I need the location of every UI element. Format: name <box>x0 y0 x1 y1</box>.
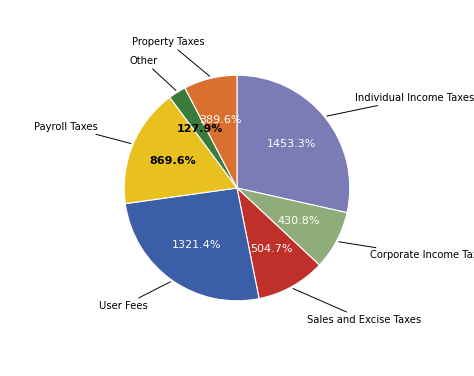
Text: 1453.3%: 1453.3% <box>267 139 316 149</box>
Wedge shape <box>237 75 350 213</box>
Text: Payroll Taxes: Payroll Taxes <box>35 121 131 144</box>
Text: 389.6%: 389.6% <box>199 115 242 125</box>
Wedge shape <box>125 188 259 301</box>
Text: Individual Income Taxes: Individual Income Taxes <box>327 93 474 116</box>
Text: Corporate Income Tax: Corporate Income Tax <box>339 242 474 261</box>
Text: 127.9%: 127.9% <box>177 124 223 134</box>
Wedge shape <box>237 188 319 299</box>
Text: 504.7%: 504.7% <box>250 244 292 254</box>
Text: 869.6%: 869.6% <box>149 156 196 166</box>
Wedge shape <box>170 88 237 188</box>
Text: Property Taxes: Property Taxes <box>132 37 210 76</box>
Wedge shape <box>124 97 237 204</box>
Text: Other: Other <box>130 56 176 91</box>
Wedge shape <box>185 75 237 188</box>
Text: 430.8%: 430.8% <box>278 216 320 226</box>
Text: 1321.4%: 1321.4% <box>172 240 221 250</box>
Text: User Fees: User Fees <box>99 282 170 311</box>
Text: Sales and Excise Taxes: Sales and Excise Taxes <box>293 288 421 325</box>
Wedge shape <box>237 188 347 265</box>
